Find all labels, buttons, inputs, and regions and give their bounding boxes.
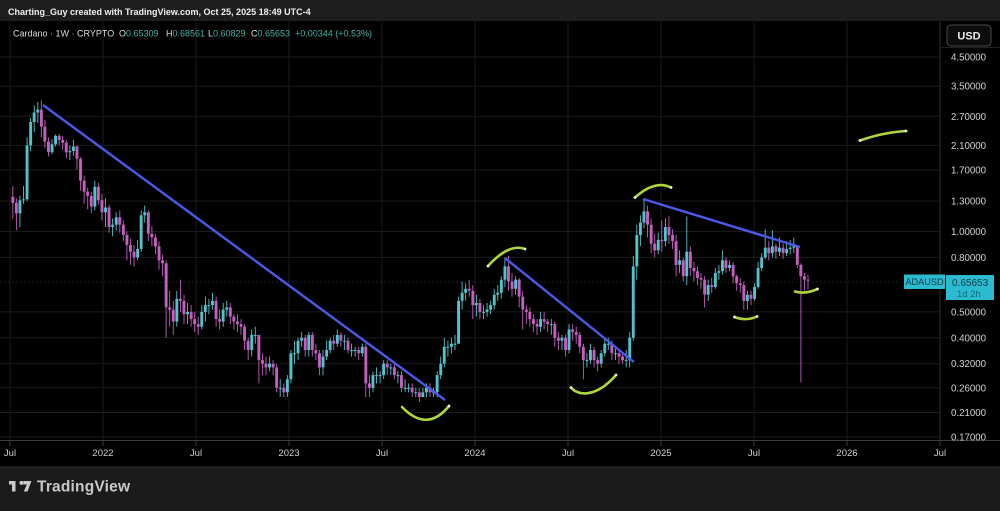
svg-text:1.30000: 1.30000: [951, 197, 987, 208]
svg-text:Jul: Jul: [562, 448, 574, 459]
svg-text:0.32000: 0.32000: [951, 359, 987, 370]
svg-text:1.70000: 1.70000: [951, 165, 987, 176]
svg-text:Jul: Jul: [190, 448, 202, 459]
svg-text:0.80000: 0.80000: [951, 253, 987, 264]
svg-text:USD: USD: [957, 31, 980, 43]
svg-text:2022: 2022: [92, 448, 113, 459]
svg-text:1.00000: 1.00000: [951, 227, 987, 238]
svg-text:1d 2h: 1d 2h: [957, 289, 981, 300]
svg-text:0.65653: 0.65653: [952, 278, 989, 289]
svg-text:0.26000: 0.26000: [951, 383, 987, 394]
svg-text:2.10000: 2.10000: [951, 141, 987, 152]
svg-text:Jul: Jul: [748, 448, 760, 459]
svg-text:4.50000: 4.50000: [951, 53, 987, 64]
svg-text:2025: 2025: [650, 448, 671, 459]
svg-text:2026: 2026: [836, 448, 857, 459]
svg-text:0.17000: 0.17000: [951, 433, 987, 444]
svg-text:Charting_Guy created with Trad: Charting_Guy created with TradingView.co…: [8, 7, 311, 17]
svg-text:0.21000: 0.21000: [951, 408, 987, 419]
svg-text:TradingView: TradingView: [37, 479, 131, 496]
svg-text:ADAUSD: ADAUSD: [905, 277, 944, 287]
svg-text:2.70000: 2.70000: [951, 112, 987, 123]
svg-text:2023: 2023: [278, 448, 299, 459]
svg-text:Jul: Jul: [934, 448, 946, 459]
svg-text:0.50000: 0.50000: [951, 307, 987, 318]
svg-text:2024: 2024: [464, 448, 485, 459]
svg-text:Jul: Jul: [376, 448, 388, 459]
svg-text:Jul: Jul: [4, 448, 16, 459]
svg-text:0.40000: 0.40000: [951, 333, 987, 344]
svg-text:3.50000: 3.50000: [951, 82, 987, 93]
